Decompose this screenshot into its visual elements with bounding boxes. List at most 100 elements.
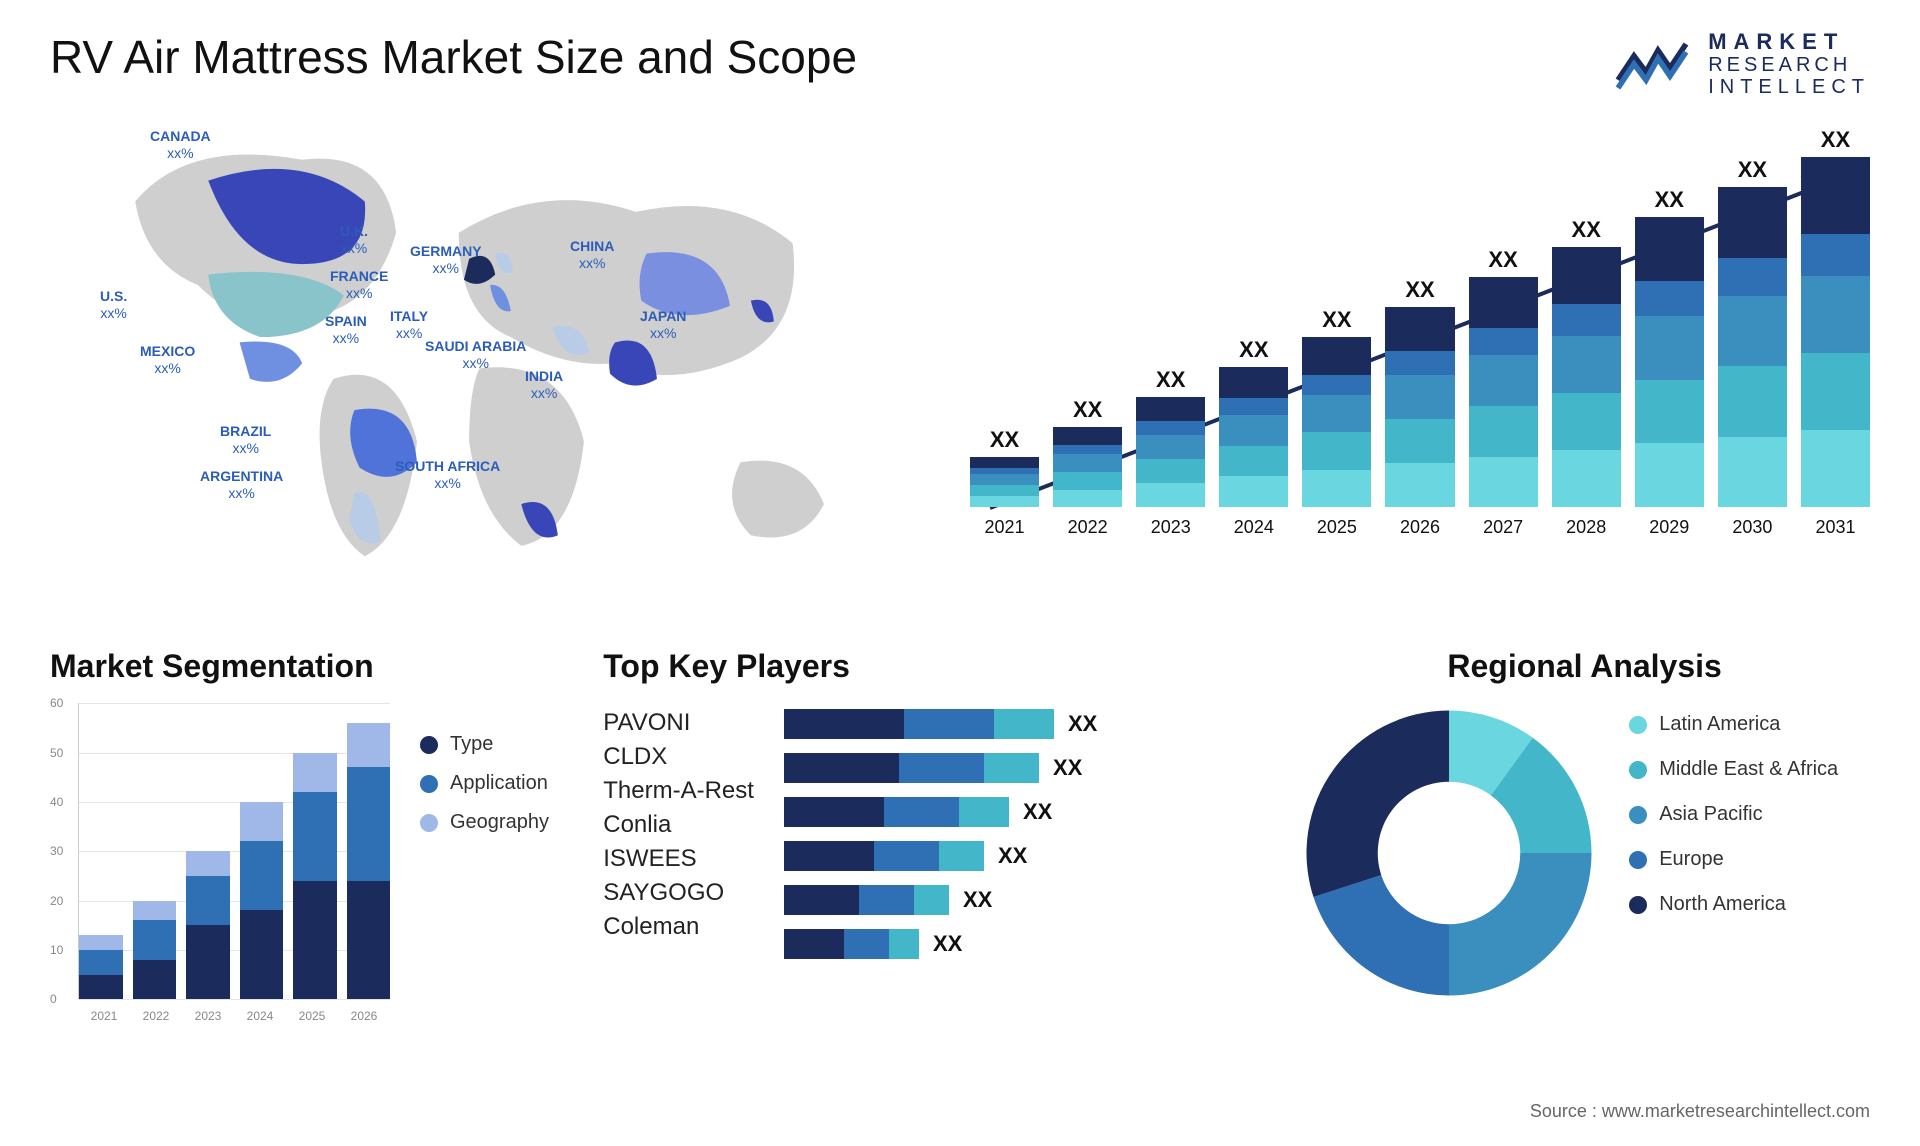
map-label-italy: ITALYxx% bbox=[390, 308, 428, 342]
growth-year-label: 2025 bbox=[1317, 517, 1357, 538]
legend-item: Geography bbox=[420, 811, 549, 834]
seg-segment bbox=[186, 876, 230, 925]
growth-year-label: 2026 bbox=[1400, 517, 1440, 538]
legend-label: Asia Pacific bbox=[1659, 803, 1762, 826]
seg-segment bbox=[133, 901, 177, 921]
map-label-brazil: BRAZILxx% bbox=[220, 423, 271, 457]
growth-segment bbox=[1136, 397, 1205, 421]
seg-segment bbox=[347, 723, 391, 767]
seg-year-label: 2022 bbox=[130, 1009, 182, 1023]
player-bar-row: XX bbox=[784, 929, 1204, 959]
growth-segment bbox=[1635, 316, 1704, 380]
growth-col-2030: XX2030 bbox=[1718, 157, 1787, 538]
growth-segment bbox=[1718, 187, 1787, 257]
player-bar bbox=[784, 929, 919, 959]
growth-segment bbox=[1801, 234, 1870, 276]
seg-segment bbox=[240, 910, 284, 999]
growth-segment bbox=[1385, 307, 1454, 351]
seg-segment bbox=[79, 935, 123, 950]
growth-value-label: XX bbox=[990, 427, 1019, 453]
growth-value-label: XX bbox=[1073, 397, 1102, 423]
keyplayers-names: PAVONICLDXTherm-A-RestConliaISWEESSAYGOG… bbox=[603, 703, 754, 1068]
seg-ytick: 20 bbox=[50, 894, 63, 908]
player-bar-row: XX bbox=[784, 753, 1204, 783]
player-bar-row: XX bbox=[784, 885, 1204, 915]
growth-segment bbox=[1469, 277, 1538, 328]
seg-ytick: 60 bbox=[50, 696, 63, 710]
seg-segment bbox=[293, 881, 337, 999]
player-name: CLDX bbox=[603, 743, 754, 771]
map-label-south-africa: SOUTH AFRICAxx% bbox=[395, 458, 500, 492]
map-label-saudi-arabia: SAUDI ARABIAxx% bbox=[425, 338, 526, 372]
player-bar-segment bbox=[914, 885, 949, 915]
growth-segment bbox=[1801, 276, 1870, 353]
player-value-label: XX bbox=[963, 887, 992, 913]
player-bar-row: XX bbox=[784, 841, 1204, 871]
growth-segment bbox=[1469, 406, 1538, 457]
keyplayers-title: Top Key Players bbox=[603, 648, 1204, 685]
seg-year-label: 2024 bbox=[234, 1009, 286, 1023]
growth-col-2021: XX 2021 bbox=[970, 427, 1039, 538]
legend-item: Asia Pacific bbox=[1629, 803, 1838, 826]
growth-segment bbox=[1801, 353, 1870, 430]
legend-dot-icon bbox=[1629, 896, 1647, 914]
growth-segment bbox=[1053, 490, 1122, 508]
player-bar-segment bbox=[844, 929, 889, 959]
seg-col-2025 bbox=[293, 753, 337, 1000]
growth-year-label: 2028 bbox=[1566, 517, 1606, 538]
seg-segment bbox=[133, 920, 177, 959]
seg-gridline bbox=[78, 999, 390, 1000]
regional-panel: Regional Analysis Latin AmericaMiddle Ea… bbox=[1299, 648, 1870, 1068]
regional-legend: Latin AmericaMiddle East & AfricaAsia Pa… bbox=[1629, 703, 1838, 916]
growth-year-label: 2021 bbox=[985, 517, 1025, 538]
seg-col-2023 bbox=[186, 851, 230, 999]
seg-bars bbox=[78, 703, 390, 999]
player-bar-segment bbox=[884, 797, 959, 827]
map-label-france: FRANCExx% bbox=[330, 268, 388, 302]
seg-segment bbox=[79, 975, 123, 1000]
growth-segment bbox=[1552, 393, 1621, 450]
growth-segment bbox=[970, 474, 1039, 485]
growth-year-label: 2030 bbox=[1732, 517, 1772, 538]
seg-segment bbox=[186, 925, 230, 999]
growth-col-2028: XX2028 bbox=[1552, 217, 1621, 538]
legend-item: Middle East & Africa bbox=[1629, 758, 1838, 781]
seg-year-label: 2025 bbox=[286, 1009, 338, 1023]
player-bar-segment bbox=[784, 929, 844, 959]
map-label-spain: SPAINxx% bbox=[325, 313, 367, 347]
top-row: CANADAxx%U.S.xx%MEXICOxx%BRAZILxx%ARGENT… bbox=[50, 118, 1870, 598]
growth-year-label: 2027 bbox=[1483, 517, 1523, 538]
map-label-argentina: ARGENTINAxx% bbox=[200, 468, 283, 502]
seg-segment bbox=[79, 950, 123, 975]
seg-col-2022 bbox=[133, 901, 177, 1000]
regional-content: Latin AmericaMiddle East & AfricaAsia Pa… bbox=[1299, 703, 1870, 1003]
logo-text: MARKET RESEARCH INTELLECT bbox=[1708, 30, 1870, 98]
growth-value-label: XX bbox=[1322, 307, 1351, 333]
growth-segment bbox=[1385, 375, 1454, 419]
growth-segment bbox=[1219, 367, 1288, 398]
growth-segment bbox=[1136, 421, 1205, 434]
page-title: RV Air Mattress Market Size and Scope bbox=[50, 30, 857, 84]
seg-ytick: 0 bbox=[50, 992, 57, 1006]
growth-segment bbox=[970, 496, 1039, 507]
legend-label: North America bbox=[1659, 893, 1786, 916]
map-label-u-s-: U.S.xx% bbox=[100, 288, 127, 322]
growth-value-label: XX bbox=[1239, 337, 1268, 363]
legend-item: Application bbox=[420, 772, 549, 795]
header: RV Air Mattress Market Size and Scope MA… bbox=[50, 30, 1870, 98]
growth-segment bbox=[1219, 446, 1288, 477]
growth-segment bbox=[1718, 366, 1787, 436]
growth-segment bbox=[1635, 380, 1704, 444]
player-value-label: XX bbox=[1023, 799, 1052, 825]
seg-year-label: 2026 bbox=[338, 1009, 390, 1023]
growth-segment bbox=[1053, 427, 1122, 445]
map-label-japan: JAPANxx% bbox=[640, 308, 686, 342]
keyplayers-panel: Top Key Players PAVONICLDXTherm-A-RestCo… bbox=[603, 648, 1269, 1068]
growth-segment bbox=[1635, 281, 1704, 316]
seg-segment bbox=[186, 851, 230, 876]
growth-year-label: 2031 bbox=[1815, 517, 1855, 538]
bottom-row: Market Segmentation 01020304050602021202… bbox=[50, 648, 1870, 1068]
legend-label: Middle East & Africa bbox=[1659, 758, 1838, 781]
growth-segment bbox=[1801, 430, 1870, 507]
growth-value-label: XX bbox=[1821, 127, 1850, 153]
